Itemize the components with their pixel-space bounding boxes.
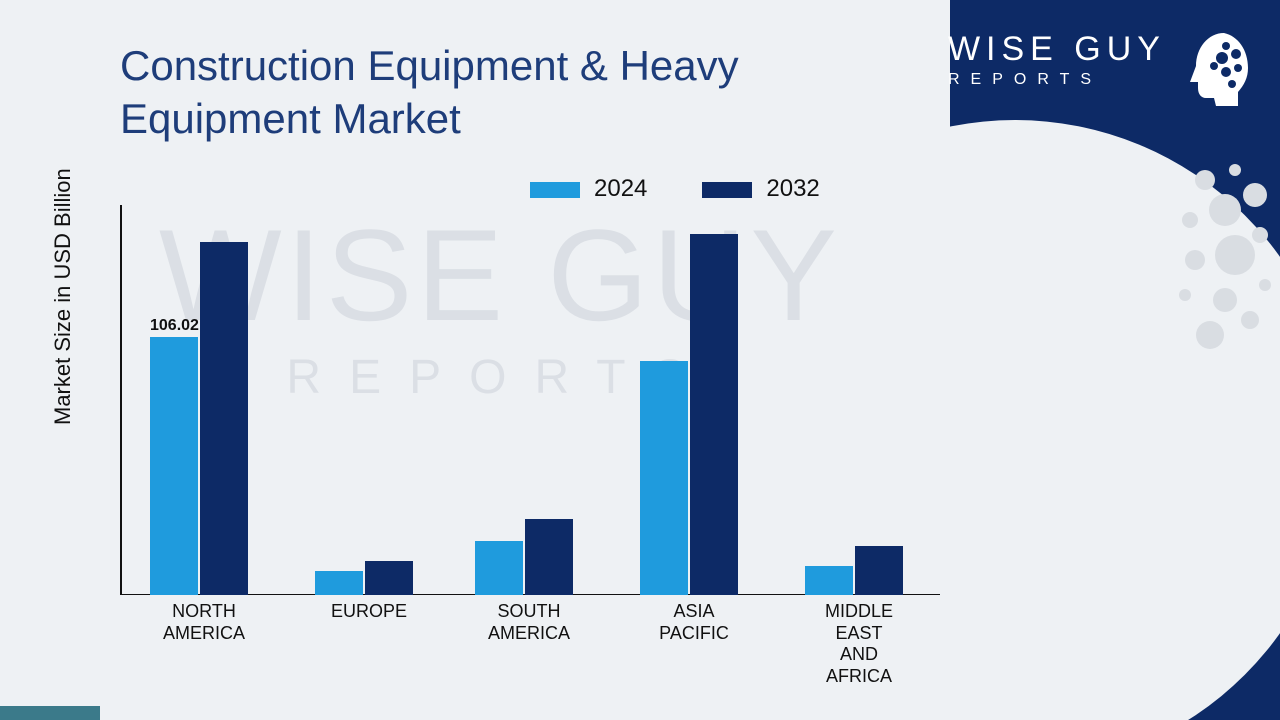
page-title: Construction Equipment & Heavy Equipment… bbox=[120, 40, 840, 145]
bar-value-label: 106.02 bbox=[150, 317, 198, 337]
legend-label-2024: 2024 bbox=[594, 175, 647, 202]
head-dots-icon bbox=[1085, 150, 1280, 370]
bar: 106.02 bbox=[150, 337, 198, 595]
legend: 2024 2032 bbox=[530, 175, 820, 203]
bar-group: 106.02NORTHAMERICA bbox=[150, 242, 258, 595]
bar-group: EUROPE bbox=[315, 561, 423, 595]
legend-item-2032: 2032 bbox=[702, 175, 819, 203]
bar-group: ASIAPACIFIC bbox=[640, 234, 748, 595]
category-label: EUROPE bbox=[309, 595, 429, 623]
category-label: MIDDLEEASTANDAFRICA bbox=[799, 595, 919, 687]
logo: WISE GUY REPORTS bbox=[948, 30, 1250, 110]
legend-label-2032: 2032 bbox=[766, 175, 819, 202]
bar bbox=[640, 361, 688, 595]
logo-line2: REPORTS bbox=[948, 71, 1166, 89]
legend-swatch-2032 bbox=[702, 182, 752, 198]
bar bbox=[200, 242, 248, 595]
bar bbox=[690, 234, 738, 595]
plot-area: 106.02NORTHAMERICA EUROPE SOUTHAMERICA ASIA… bbox=[120, 205, 940, 595]
logo-line1: WISE GUY bbox=[948, 30, 1166, 69]
bar-group: MIDDLEEASTANDAFRICA bbox=[805, 546, 913, 595]
bar bbox=[475, 541, 523, 595]
bar-group: SOUTHAMERICA bbox=[475, 519, 583, 595]
y-axis-line bbox=[120, 205, 122, 595]
category-label: NORTHAMERICA bbox=[144, 595, 264, 644]
bar bbox=[315, 571, 363, 595]
bar bbox=[525, 519, 573, 595]
category-label: SOUTHAMERICA bbox=[469, 595, 589, 644]
y-axis-label: Market Size in USD Billion bbox=[50, 168, 76, 425]
bar bbox=[805, 566, 853, 595]
bar bbox=[365, 561, 413, 595]
logo-head-icon bbox=[1176, 30, 1250, 110]
bar bbox=[855, 546, 903, 595]
legend-item-2024: 2024 bbox=[530, 175, 647, 203]
category-label: ASIAPACIFIC bbox=[634, 595, 754, 644]
legend-swatch-2024 bbox=[530, 182, 580, 198]
chart-region: Market Size in USD Billion 2024 2032 106… bbox=[60, 175, 940, 715]
bottom-accent-bar bbox=[0, 706, 100, 720]
